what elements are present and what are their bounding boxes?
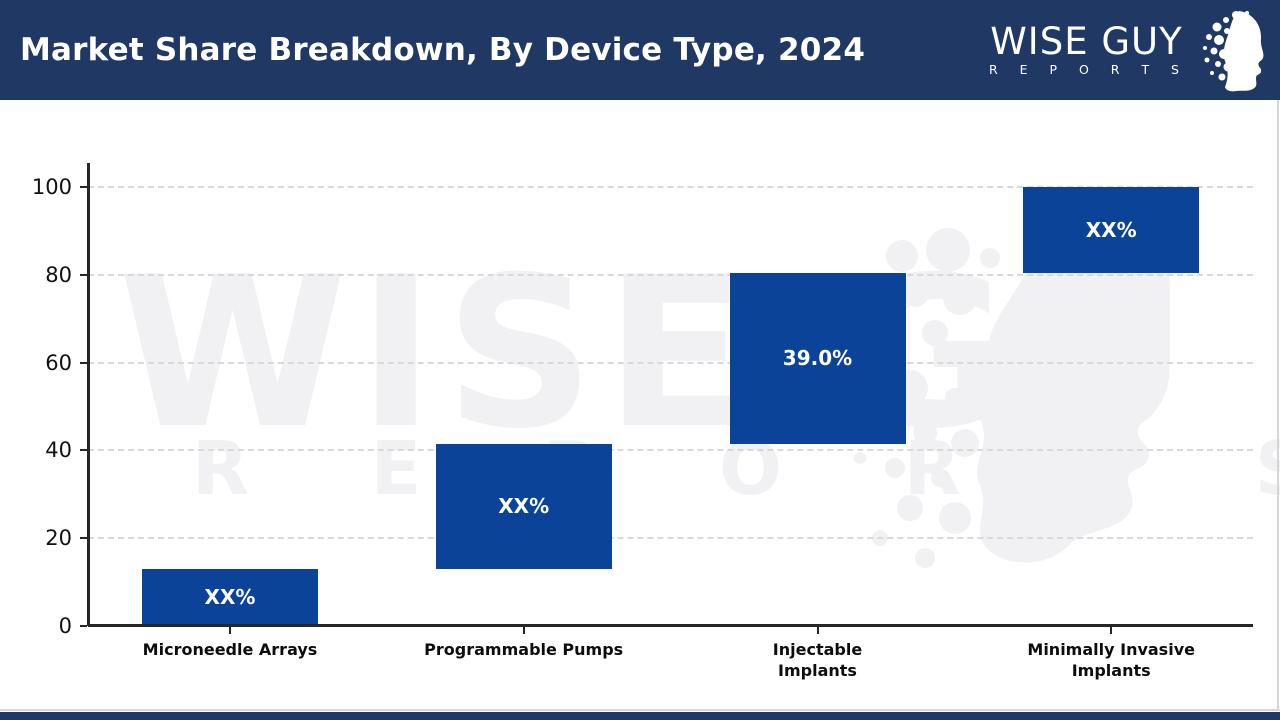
footer-bar (0, 712, 1280, 720)
x-axis-tick (816, 626, 819, 634)
page-right-border (1277, 100, 1279, 710)
logo-subtitle: R E P O R T S (988, 62, 1188, 78)
x-category-label: Programmable Pumps (424, 640, 624, 659)
bar-segment: 39.0% (729, 272, 906, 444)
logo-text: WISE GUY R E P O R T S (985, 19, 1188, 78)
wise-guy-reports-logo: WISE GUY R E P O R T S (985, 4, 1266, 96)
y-tick-label: 60 (45, 350, 72, 375)
x-axis-tick (522, 626, 525, 634)
bar-value-label: 39.0% (782, 346, 853, 371)
logo-head-icon (1203, 11, 1264, 92)
bar-value-label: XX% (498, 494, 550, 519)
y-tick-label: 20 (45, 526, 72, 551)
y-grid-line (88, 449, 1253, 452)
y-axis-tick (80, 361, 87, 364)
x-axis-tick (229, 626, 231, 634)
y-tick-label: 100 (31, 175, 72, 199)
y-tick-label: 80 (45, 262, 72, 287)
page-title: Market Share Breakdown, By Device Type, … (20, 32, 866, 68)
y-grid-line (88, 537, 1253, 540)
page-bottom-border (0, 709, 1280, 711)
logo-wordmark: WISE GUY (990, 19, 1183, 63)
y-axis-tick (80, 273, 87, 276)
y-grid-line (88, 186, 1253, 188)
bar-value-label: XX% (204, 585, 256, 610)
x-category-label: Injectable Implants (772, 640, 863, 681)
y-axis-tick (80, 625, 87, 627)
x-axis-spine (88, 624, 1253, 627)
x-axis-tick (1110, 626, 1113, 634)
y-axis-tick (80, 186, 87, 188)
bar-value-label: XX% (1085, 217, 1137, 242)
bar-segment: XX% (435, 443, 612, 569)
y-grid-line (88, 361, 1253, 364)
x-category-label: Minimally Invasive Implants (1027, 640, 1195, 681)
y-axis-tick (80, 537, 87, 540)
x-category-label: Microneedle Arrays (142, 640, 318, 659)
y-axis-tick (80, 449, 87, 452)
bar-segment: XX% (142, 568, 318, 626)
header-bar: Market Share Breakdown, By Device Type, … (0, 0, 1280, 100)
bar-segment: XX% (1023, 187, 1200, 273)
y-axis-spine (87, 163, 90, 626)
y-tick-label: 40 (45, 438, 72, 463)
watermark-head-icon (846, 228, 1157, 568)
y-grid-line (88, 273, 1253, 276)
y-tick-label: 0 (58, 614, 72, 638)
